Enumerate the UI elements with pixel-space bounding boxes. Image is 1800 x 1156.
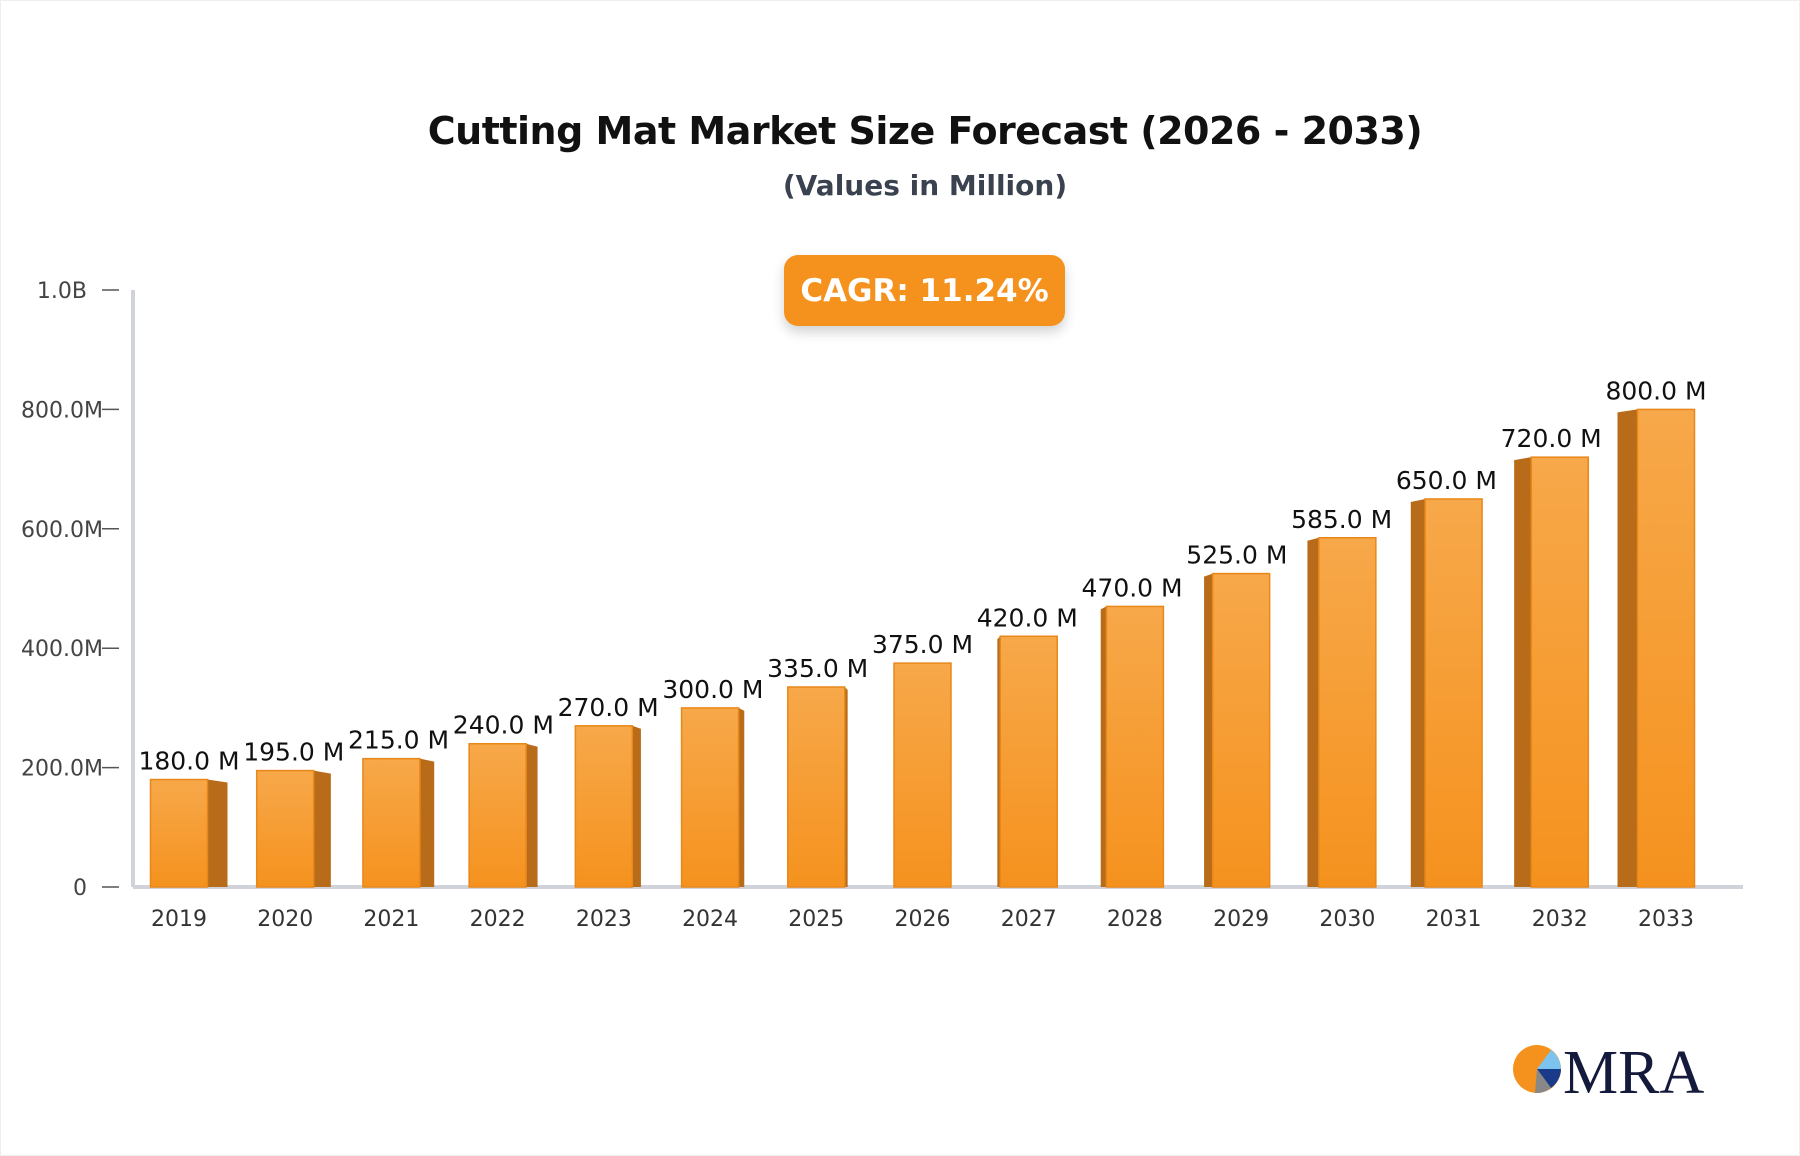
x-tick-label: 2019	[151, 907, 207, 932]
y-tick-label: 1.0B	[37, 279, 87, 304]
svg-text:MRA: MRA	[1563, 1039, 1704, 1101]
bar-side	[1204, 573, 1213, 887]
x-tick-label: 2020	[257, 907, 313, 932]
bar-side	[207, 779, 228, 887]
data-label: 720.0 M	[1501, 424, 1602, 453]
data-label: 650.0 M	[1396, 466, 1497, 495]
bar-side	[1410, 498, 1426, 887]
bar-side	[526, 743, 538, 887]
data-label: 300.0 M	[662, 675, 763, 704]
x-tick-label: 2031	[1426, 907, 1482, 932]
bar-side	[738, 707, 745, 887]
data-label: 470.0 M	[1082, 573, 1183, 602]
y-tick-label: 200.0M	[21, 757, 103, 782]
bar	[1105, 605, 1165, 888]
data-label: 585.0 M	[1291, 505, 1392, 534]
x-tick-label: 2027	[1001, 907, 1057, 932]
x-tick-label: 2026	[895, 907, 951, 932]
bar	[893, 662, 952, 888]
data-label: 215.0 M	[348, 726, 449, 755]
x-tick-label: 2023	[576, 907, 632, 932]
y-tick-label: 800.0M	[21, 398, 103, 423]
bar-side	[419, 758, 435, 887]
bar-side	[1617, 409, 1638, 887]
bar	[255, 769, 315, 888]
bar	[1636, 408, 1696, 888]
bar	[1530, 456, 1590, 888]
bar	[1318, 537, 1377, 888]
data-label: 180.0 M	[138, 747, 239, 776]
data-label: 525.0 M	[1186, 541, 1287, 570]
y-tick-label: 600.0M	[21, 518, 103, 543]
bar-side	[313, 770, 331, 887]
data-label: 195.0 M	[243, 738, 344, 767]
bar	[574, 725, 634, 888]
mra-logo: MRA	[1513, 1039, 1704, 1101]
x-tick-label: 2032	[1532, 907, 1588, 932]
x-tick-label: 2030	[1319, 907, 1375, 932]
data-label: 420.0 M	[977, 603, 1078, 632]
chart-title: Cutting Mat Market Size Forecast (2026 -…	[427, 109, 1423, 153]
bar	[149, 778, 209, 888]
y-tick-label: 400.0M	[21, 637, 103, 662]
bar-side	[1307, 537, 1319, 887]
x-tick-label: 2028	[1107, 907, 1163, 932]
data-label: 375.0 M	[872, 630, 973, 659]
data-label: 800.0 M	[1605, 376, 1706, 405]
data-label: 335.0 M	[767, 654, 868, 683]
y-tick-label: 0	[73, 876, 87, 901]
data-label: 240.0 M	[453, 711, 554, 740]
x-tick-label: 2029	[1213, 907, 1269, 932]
x-tick-label: 2022	[470, 907, 526, 932]
bar	[1424, 498, 1483, 888]
x-tick-label: 2024	[682, 907, 738, 932]
bar	[787, 686, 846, 888]
bar	[680, 707, 740, 888]
bar	[468, 742, 527, 888]
bar-side	[1514, 457, 1532, 887]
x-tick-label: 2025	[788, 907, 844, 932]
bar-side	[1100, 606, 1107, 887]
chart-subtitle: (Values in Million)	[782, 169, 1068, 202]
bar-side	[632, 725, 641, 887]
x-tick-label: 2021	[363, 907, 419, 932]
bar	[999, 635, 1058, 888]
data-label: 270.0 M	[558, 693, 659, 722]
cagr-badge: CAGR: 11.24%	[784, 255, 1065, 326]
bar	[362, 757, 421, 888]
bar	[1211, 572, 1271, 888]
x-tick-label: 2033	[1638, 907, 1694, 932]
